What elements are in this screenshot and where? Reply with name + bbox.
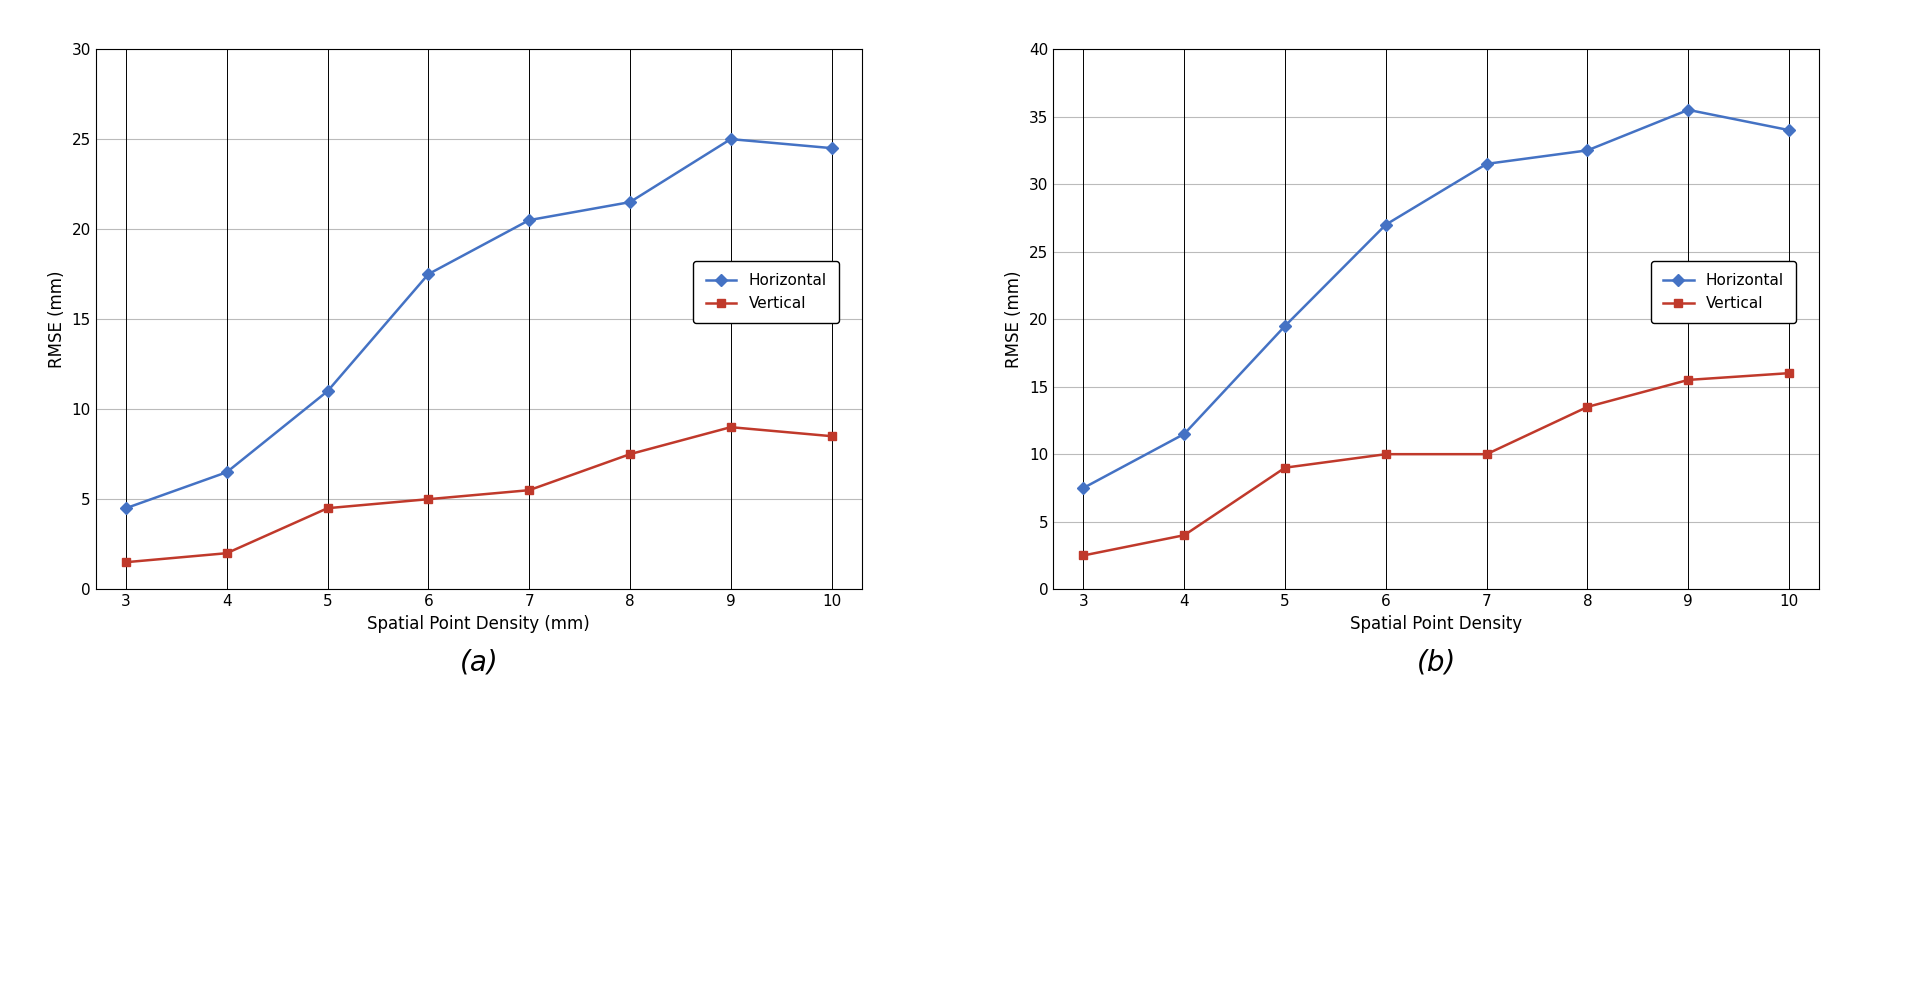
Vertical [720, 421, 743, 433]
Vertical [1072, 550, 1095, 562]
Horizontal [1677, 104, 1700, 116]
Vertical [1575, 401, 1598, 412]
Y-axis label: RMSE (mm): RMSE (mm) [48, 270, 65, 368]
Line: Horizontal: Horizontal [122, 135, 835, 513]
Horizontal [819, 142, 842, 154]
Vertical [1776, 367, 1799, 379]
Horizontal [316, 385, 339, 397]
Y-axis label: RMSE (mm): RMSE (mm) [1005, 270, 1022, 368]
Horizontal [1374, 219, 1397, 231]
Horizontal [1273, 320, 1296, 332]
Legend: Horizontal, Vertical: Horizontal, Vertical [693, 261, 838, 323]
Horizontal [1776, 124, 1799, 136]
Horizontal [214, 466, 237, 478]
Horizontal [1171, 428, 1194, 440]
Text: (b): (b) [1416, 648, 1455, 677]
Line: Vertical: Vertical [1079, 369, 1792, 560]
X-axis label: Spatial Point Density: Spatial Point Density [1349, 615, 1522, 632]
Vertical [1474, 448, 1497, 460]
Vertical [618, 448, 641, 460]
Text: (a): (a) [459, 648, 498, 677]
Vertical [115, 556, 138, 568]
Line: Horizontal: Horizontal [1079, 106, 1792, 492]
Horizontal [618, 196, 641, 208]
Vertical [1374, 448, 1397, 460]
Vertical [417, 493, 440, 505]
Line: Vertical: Vertical [122, 423, 835, 567]
Vertical [214, 547, 237, 559]
Horizontal [1072, 482, 1095, 494]
Horizontal [417, 268, 440, 280]
Vertical [1677, 374, 1700, 386]
Horizontal [720, 134, 743, 145]
Horizontal [1575, 144, 1598, 156]
Vertical [1273, 462, 1296, 473]
X-axis label: Spatial Point Density (mm): Spatial Point Density (mm) [367, 615, 590, 632]
Vertical [316, 503, 339, 515]
Vertical [819, 430, 842, 442]
Legend: Horizontal, Vertical: Horizontal, Vertical [1650, 261, 1795, 323]
Vertical [517, 484, 540, 496]
Horizontal [115, 503, 138, 515]
Horizontal [517, 214, 540, 226]
Horizontal [1474, 158, 1497, 170]
Vertical [1171, 529, 1194, 541]
